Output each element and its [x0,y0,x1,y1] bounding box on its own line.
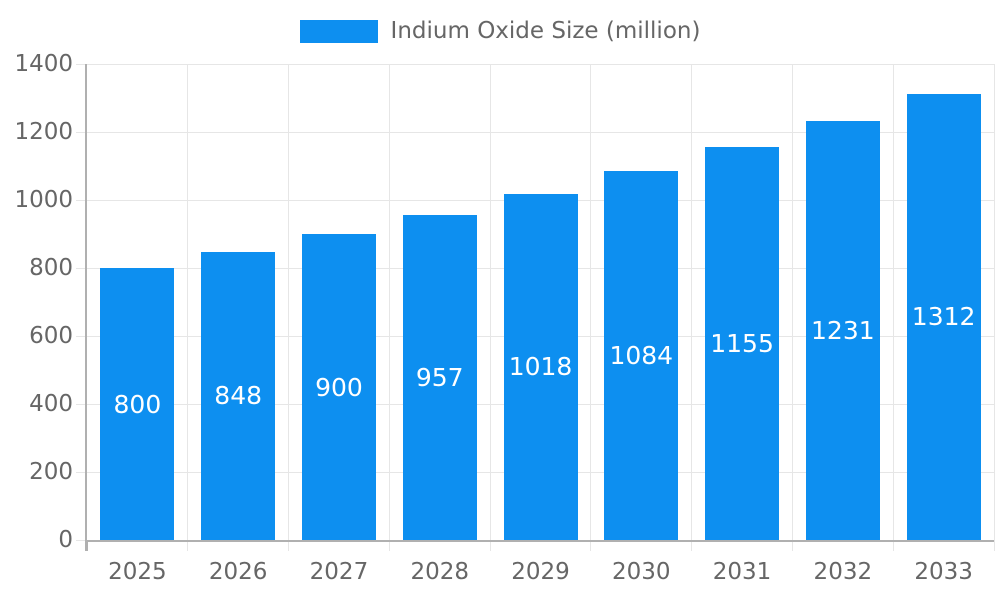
bar[interactable]: 1084 [604,171,679,540]
bar-value-label: 1155 [710,329,774,359]
x-axis-category-label: 2031 [712,559,772,585]
y-axis-tick-label: 400 [29,391,73,417]
x-gridline [489,64,491,540]
bar-value-label: 800 [113,389,162,419]
bar[interactable]: 848 [201,251,276,540]
plot-area: 0 200 400 600 800 1000 1200 1400 800 848 900 957 101… [14,53,995,584]
x-axis-category-label: 2032 [813,559,873,585]
bar[interactable]: 1231 [805,121,880,540]
y-axis-tick-label: 200 [29,459,73,485]
y-axis-tick-label: 800 [29,255,73,281]
x-axis-line [85,540,994,542]
x-axis-category-label: 2029 [511,559,570,585]
bar-value-label: 1231 [811,316,875,346]
y-gridline [87,63,994,65]
y-axis-tick-label: 600 [29,323,73,349]
x-gridline [993,64,995,540]
bar-value-label: 848 [214,381,263,411]
bar[interactable]: 1312 [906,93,981,540]
bar[interactable]: 957 [402,214,477,540]
x-gridline [791,64,793,540]
x-axis-category-label: 2028 [410,559,469,585]
bar[interactable]: 1155 [705,147,780,540]
bar[interactable]: 800 [100,268,175,540]
legend-swatch[interactable] [299,19,378,43]
x-gridline [288,64,290,540]
y-axis-tick-label: 0 [58,527,73,553]
y-axis-tick-label: 1200 [14,119,73,145]
legend-label[interactable]: Indium Oxide Size (million) [390,18,701,44]
x-axis-category-label: 2030 [611,559,671,585]
x-gridline [187,64,189,540]
x-axis-category-label: 2027 [309,559,369,585]
bar-value-label: 1084 [609,341,674,371]
bar-value-label: 1018 [508,352,573,382]
x-gridline [892,64,894,540]
x-gridline [590,64,592,540]
x-gridline [691,64,693,540]
y-axis-tick-label: 1000 [14,187,73,213]
bar[interactable]: 1018 [503,193,578,540]
bar-value-label: 1312 [911,302,976,332]
bar[interactable]: 900 [301,234,376,540]
legend: Indium Oxide Size (million) [0,18,1000,44]
bar-value-label: 900 [315,372,363,402]
x-axis-category-label: 2026 [208,559,268,585]
x-gridline [388,64,390,540]
x-axis-category-label: 2033 [914,559,973,585]
bar-value-label: 957 [415,362,464,392]
y-axis-tick-label: 1400 [14,51,73,77]
y-axis-line [85,64,87,551]
x-axis-category-label: 2025 [108,559,167,585]
